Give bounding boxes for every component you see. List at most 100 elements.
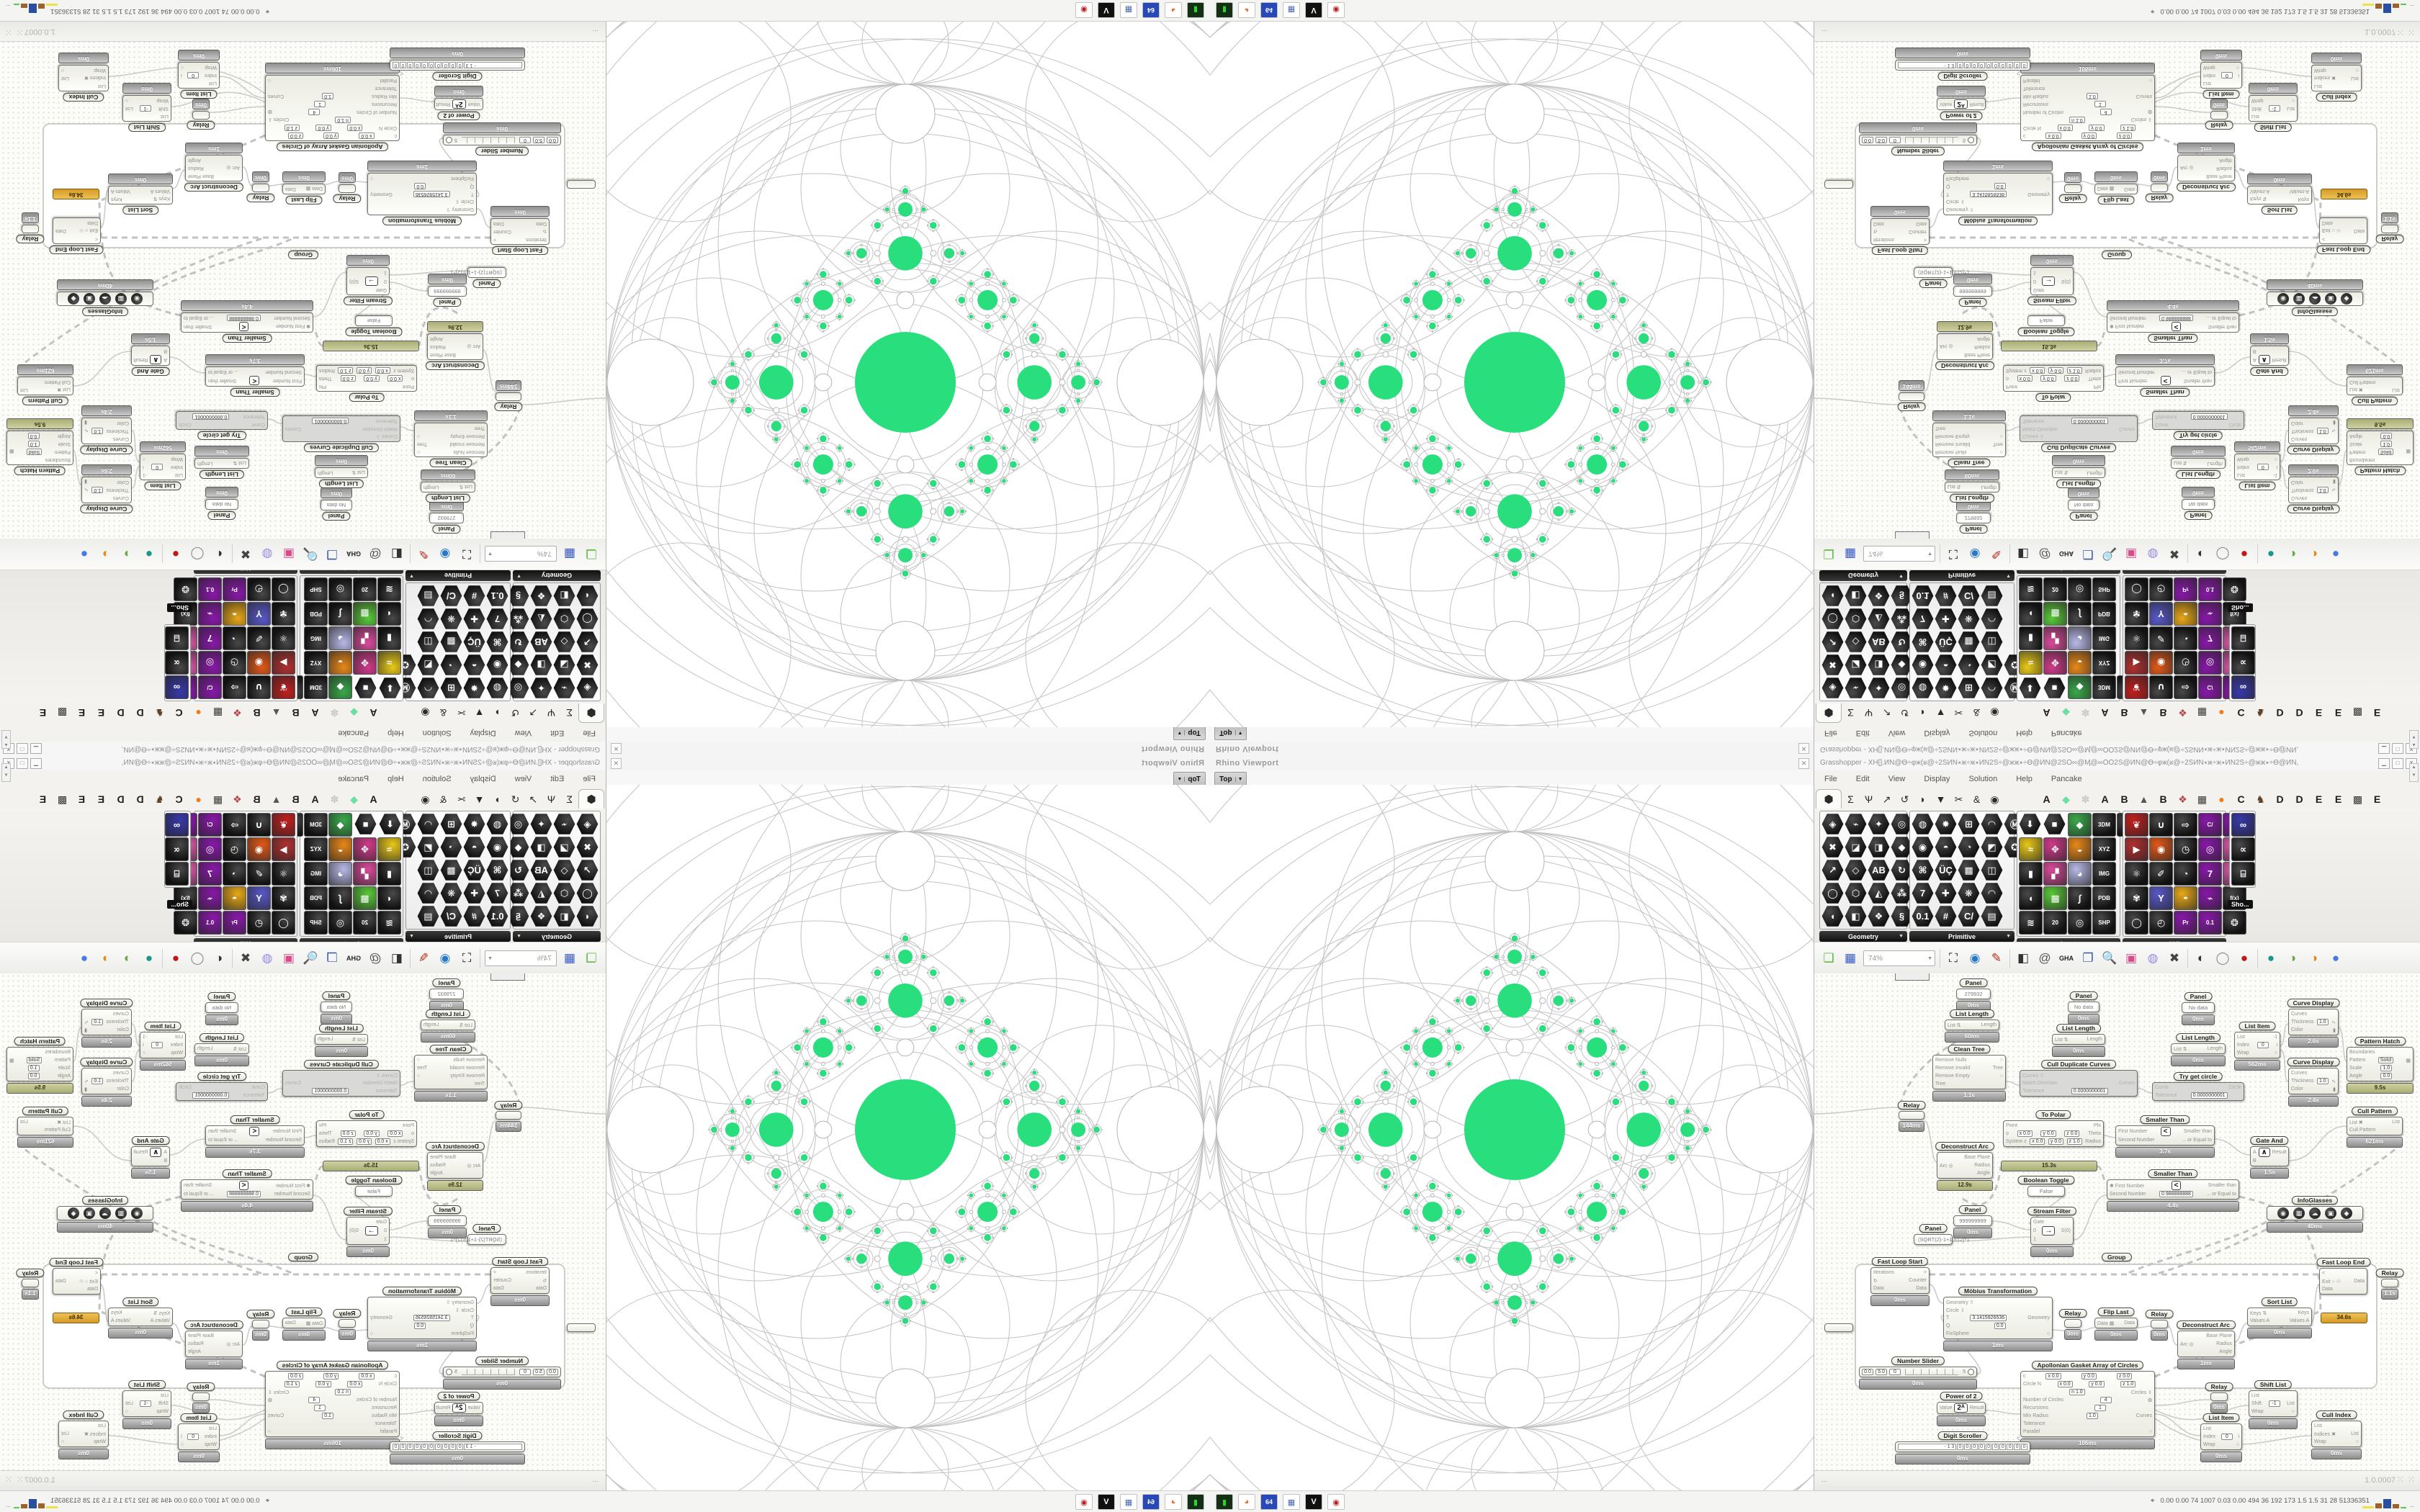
- node-label[interactable]: To Polar: [349, 393, 385, 402]
- node-body[interactable]: 279932: [429, 513, 464, 523]
- node-relay[interactable]: Relay 1.1s: [16, 1269, 45, 1300]
- component-icon[interactable]: ❖: [530, 585, 552, 607]
- node-body[interactable]: 279932: [1956, 989, 1991, 999]
- node-label[interactable]: Sort List: [2261, 1297, 2298, 1306]
- tab-plugin-0[interactable]: A: [369, 707, 377, 719]
- tab-plugin-10[interactable]: C: [175, 793, 183, 805]
- component-icon[interactable]: ◒: [328, 837, 352, 861]
- component-icon[interactable]: ◖: [377, 886, 401, 910]
- tab-plugin-9[interactable]: ●: [2218, 793, 2225, 805]
- window-doc-icon[interactable]: ❐: [326, 951, 338, 965]
- node-cull-duplicate-curves[interactable]: Cull Duplicate Curves Curves ⇩ Match Direc…: [2020, 1060, 2138, 1097]
- node-body[interactable]: (SQRT(2)-1+1.512)*1: [450, 267, 506, 278]
- node-cull-index[interactable]: Cull Index List Indices ✖ List Wrap ○ 0ms: [2311, 1410, 2362, 1459]
- node-body[interactable]: Geometry ⇧ Circle ⇩ T 3.1415926536 Geometry Q…: [1943, 173, 2053, 215]
- component-icon[interactable]: ◓: [463, 836, 485, 858]
- tab-plugin-16[interactable]: ▩: [57, 793, 68, 805]
- node-body[interactable]: Base Plane Arc ◎ Radius Angle: [2177, 155, 2235, 181]
- node-label[interactable]: Deconstruct Arc: [2177, 183, 2236, 192]
- menu-display[interactable]: Display: [1924, 775, 1950, 783]
- component-icon[interactable]: ❦: [272, 813, 295, 837]
- tab-plugin-8[interactable]: ▦: [212, 707, 223, 719]
- tab-plugin-1[interactable]: ◆: [2062, 793, 2070, 805]
- node-body[interactable]: Curves Thickness 1.0 ∿ Color ▮: [2288, 1068, 2339, 1094]
- tab-plugin-3[interactable]: A: [311, 793, 319, 805]
- tab-mesh-tab[interactable]: ▼: [474, 707, 485, 719]
- menu-edit[interactable]: Edit: [1855, 775, 1870, 783]
- component-icon[interactable]: ◨: [530, 654, 552, 676]
- node-label[interactable]: Apollonian Gasket Array of Circles: [2031, 1361, 2144, 1369]
- menu-solution[interactable]: Solution: [1968, 775, 1998, 783]
- component-icon[interactable]: ⁂: [1891, 883, 1913, 904]
- node-try-get-circle[interactable]: Try get circle Curve Circle Tolerance 0.0000…: [2152, 411, 2244, 440]
- component-icon[interactable]: ≈: [377, 651, 401, 675]
- node-shift-list[interactable]: Shift List List Shift -1 List Wrap ○ 0ms: [2249, 83, 2298, 132]
- taskbar-app-icon[interactable]: 64: [1142, 1494, 1160, 1510]
- tab-plugin-16[interactable]: ▩: [57, 707, 68, 719]
- component-icon[interactable]: ◭: [1868, 883, 1890, 904]
- wires-icon[interactable]: ✖: [2169, 547, 2180, 561]
- node-panel[interactable]: Panel 279932 0ms: [1956, 978, 1991, 1012]
- node-cull-pattern[interactable]: Cull Pattern List ✖ List Cull Pattern 621ms: [2347, 1107, 2403, 1148]
- component-icon[interactable]: PDB: [2092, 602, 2116, 626]
- node-body[interactable]: Value 2ᴬ Result: [434, 98, 483, 110]
- component-icon[interactable]: ▶: [2125, 837, 2148, 861]
- component-icon[interactable]: ◔: [2174, 862, 2197, 886]
- component-icon[interactable]: ◨: [530, 836, 552, 858]
- node-cull-duplicate-curves[interactable]: Cull Duplicate Curves Curves ⇩ Match Direc…: [282, 415, 400, 452]
- node-list-item[interactable]: List Item List -1 Index 0 i Wrap ○ 562ms: [2234, 441, 2280, 490]
- node-body[interactable]: List ✖ List Cull Pattern: [17, 1117, 73, 1135]
- open-file-icon[interactable]: ❏: [586, 951, 597, 965]
- sphere-dark-icon[interactable]: ◐: [2197, 547, 2205, 561]
- menu-pancake[interactable]: Pancake: [338, 775, 369, 783]
- node-body[interactable]: List Indices ✖ List Wrap ○: [2311, 1421, 2362, 1447]
- document-at-icon[interactable]: @: [369, 547, 382, 561]
- node-canvas[interactable]: Panel 279932 0ms List Length List ⇅ Length 60m…: [1814, 973, 2420, 1470]
- tab-plugin-11[interactable]: ♞: [155, 707, 164, 719]
- component-icon[interactable]: ∫: [328, 886, 352, 910]
- node-label[interactable]: Relay: [494, 402, 523, 411]
- node-digit-scroller[interactable]: Digit Scroller - 1 3 0 0 0 0 0 0 0 0 0 0 0ms: [1895, 48, 2030, 81]
- node-body[interactable]: 0.0 5.0 0 5: [1859, 135, 1977, 145]
- node-body[interactable]: [1899, 1111, 1924, 1120]
- component-icon[interactable]: ⌸: [2231, 626, 2255, 650]
- node-label[interactable]: Relay: [333, 1309, 362, 1318]
- window-doc-icon[interactable]: ❐: [2082, 951, 2094, 965]
- taskbar-app-icon[interactable]: ▮: [1187, 1494, 1204, 1510]
- node-body[interactable]: No data: [2068, 1002, 2099, 1012]
- node-body[interactable]: List ⇅ Length: [2052, 467, 2105, 478]
- component-icon[interactable]: ◖: [1821, 585, 1844, 607]
- rhino-top-viewport[interactable]: [606, 22, 1210, 727]
- node-panel[interactable]: Panel 279932 0ms: [429, 500, 464, 534]
- component-icon[interactable]: C/: [2198, 813, 2222, 837]
- component-icon[interactable]: ◓: [223, 886, 246, 910]
- document-at-icon[interactable]: @: [2038, 951, 2051, 965]
- menu-edit[interactable]: Edit: [550, 729, 565, 737]
- node-body[interactable]: [2210, 111, 2228, 120]
- node-body[interactable]: List ⇅ Length: [1945, 482, 1999, 492]
- tab-vector-tab[interactable]: ↗: [529, 707, 538, 719]
- node-label[interactable]: Try get circle: [2173, 1072, 2223, 1081]
- palette-group-label[interactable]: Primitive ▼: [1909, 931, 2015, 942]
- menu-display[interactable]: Display: [470, 729, 496, 737]
- component-icon[interactable]: XYZ: [304, 651, 328, 675]
- component-icon[interactable]: ◨: [1868, 837, 1890, 858]
- component-icon[interactable]: 0.1: [486, 905, 508, 927]
- component-icon[interactable]: ∞: [2231, 813, 2255, 837]
- node-label[interactable]: Try get circle: [197, 1072, 247, 1081]
- node-body[interactable]: Iterations > ↻ Counter Data Data: [1870, 218, 1930, 245]
- node-label[interactable]: Flip Last: [285, 1308, 323, 1316]
- node-pattern-hatch[interactable]: Pattern Hatch Boundaries Pattern Solid ▦ Scal…: [2347, 1037, 2414, 1094]
- finder-icon[interactable]: 🔍: [2102, 547, 2118, 561]
- tab-plugin-0[interactable]: A: [369, 793, 377, 805]
- tab-maths-tab[interactable]: Σ: [566, 707, 573, 719]
- node-list-length[interactable]: List Length List ⇅ Length 0ms: [194, 1033, 249, 1066]
- chevron-down-icon[interactable]: ▼: [1177, 776, 1186, 782]
- component-icon[interactable]: ◖: [2019, 602, 2043, 626]
- menu-solution[interactable]: Solution: [422, 729, 452, 737]
- node-body[interactable]: List Index 0 i Wrap ○: [178, 62, 220, 89]
- component-icon[interactable]: ◉: [247, 651, 271, 675]
- overflow-dots[interactable]: ...: [592, 28, 599, 36]
- component-icon[interactable]: 3DM: [304, 675, 328, 699]
- component-icon[interactable]: ❋: [1958, 608, 1980, 630]
